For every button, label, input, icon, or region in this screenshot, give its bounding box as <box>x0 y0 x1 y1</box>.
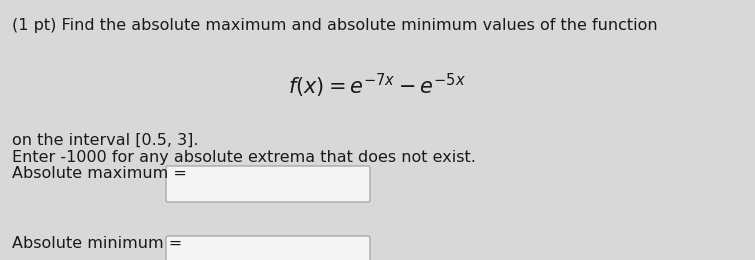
Text: Absolute maximum =: Absolute maximum = <box>12 166 192 181</box>
Text: Enter -1000 for any absolute extrema that does not exist.: Enter -1000 for any absolute extrema tha… <box>12 150 476 165</box>
FancyBboxPatch shape <box>166 166 370 202</box>
Text: (1 pt) Find the absolute maximum and absolute minimum values of the function: (1 pt) Find the absolute maximum and abs… <box>12 18 658 33</box>
Text: Absolute minimum =: Absolute minimum = <box>12 236 187 251</box>
Text: on the interval [0.5, 3].: on the interval [0.5, 3]. <box>12 133 199 148</box>
Text: $f(x) = e^{-7x} - e^{-5x}$: $f(x) = e^{-7x} - e^{-5x}$ <box>288 72 466 100</box>
FancyBboxPatch shape <box>166 236 370 260</box>
